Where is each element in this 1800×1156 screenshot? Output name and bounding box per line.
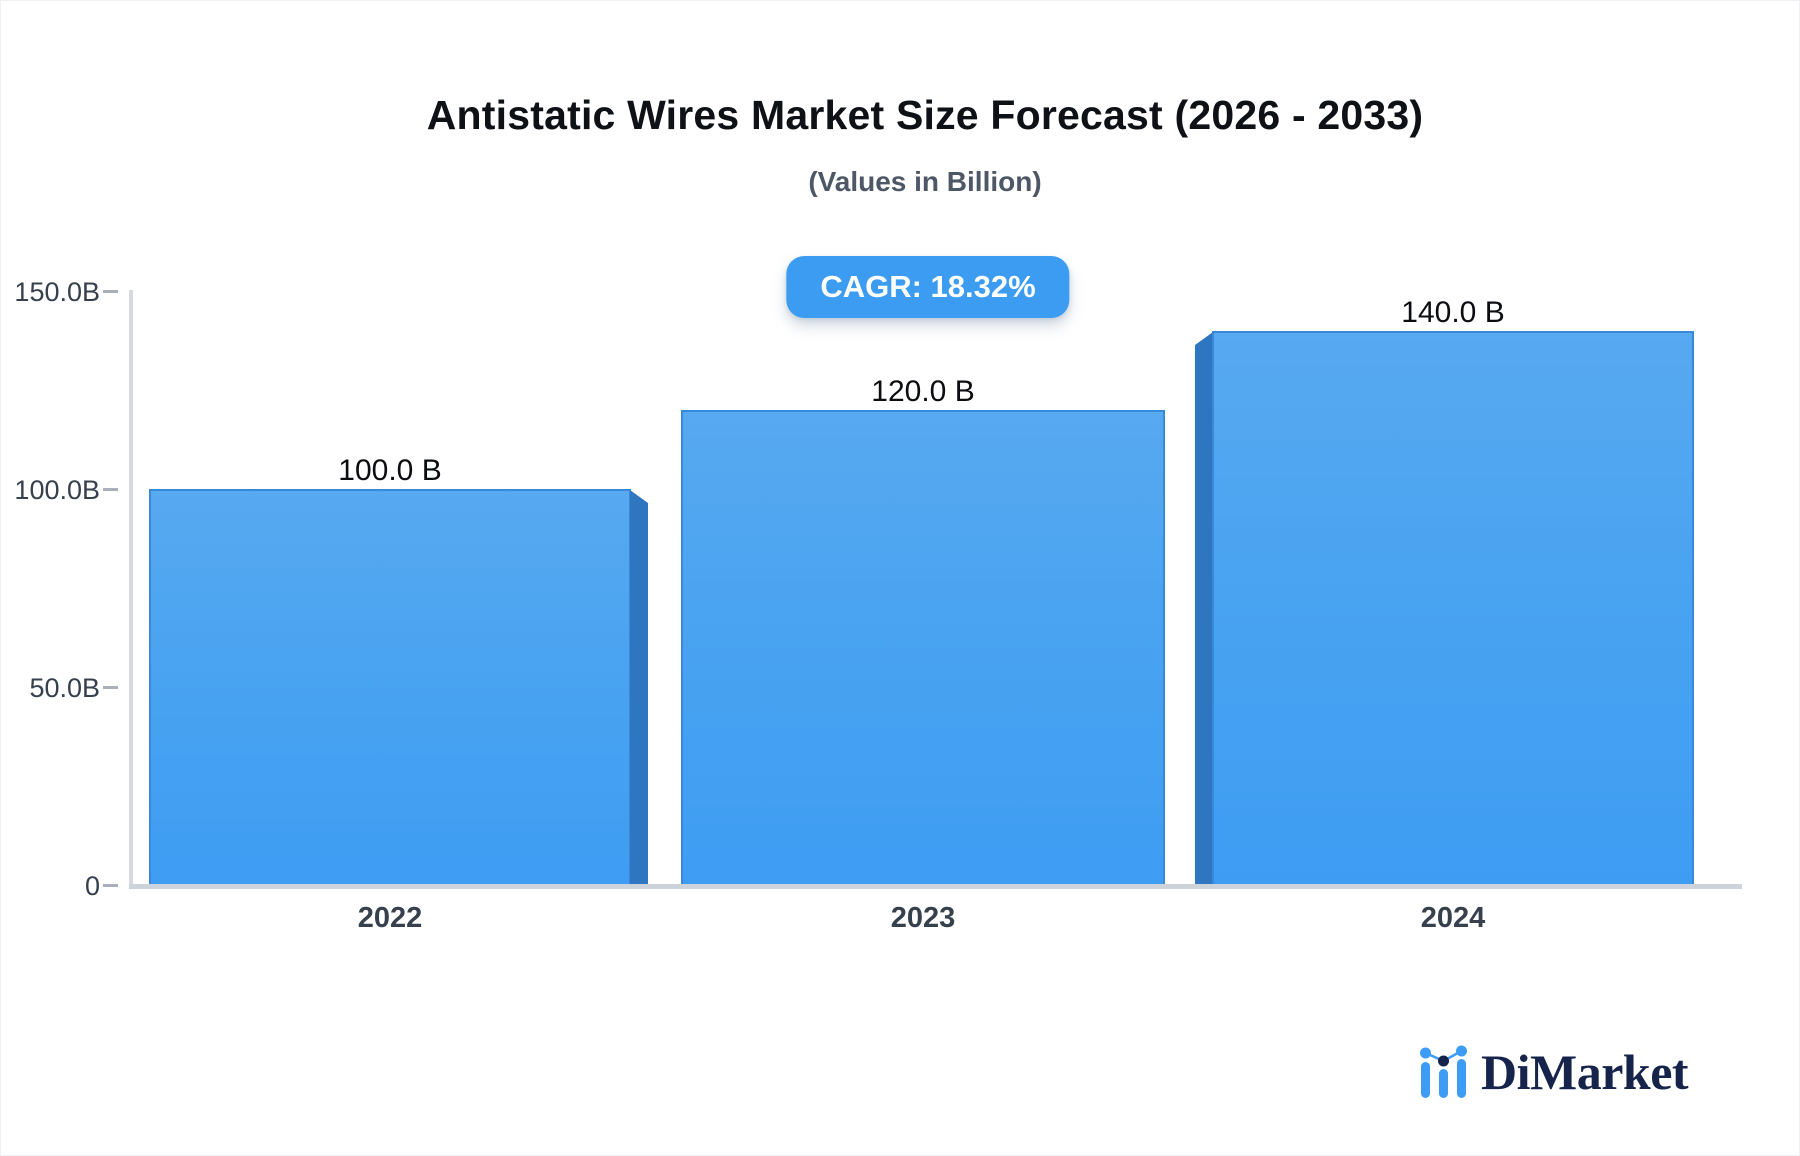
x-axis-line: [129, 884, 1742, 889]
page-title: Antistatic Wires Market Size Forecast (2…: [426, 92, 1424, 138]
bar-2024-side-bevel: [1195, 332, 1213, 886]
y-tick-mark: [103, 488, 118, 491]
bar-2023: [681, 410, 1165, 887]
y-tick-label: 0: [84, 871, 100, 901]
value-label-2024: 140.0 B: [1401, 296, 1505, 329]
y-axis-line: [129, 290, 133, 886]
brand-name: DiMarket: [1481, 1044, 1689, 1100]
bar-2024: [1212, 331, 1694, 887]
page-subtitle: (Values in Billion): [808, 166, 1042, 197]
value-label-2023: 120.0 B: [871, 375, 975, 408]
bar-2022-side-bevel: [630, 490, 648, 886]
x-axis-label-2023: 2023: [890, 902, 956, 934]
x-axis-label-2024: 2024: [1420, 902, 1486, 934]
y-tick-mark: [103, 884, 118, 887]
x-axis-label-2022: 2022: [357, 902, 423, 934]
y-tick-mark: [103, 290, 118, 293]
cagr-badge: CAGR: 18.32%: [786, 256, 1070, 318]
value-label-2022: 100.0 B: [338, 454, 442, 487]
bar-chart-logo-icon: [1420, 1045, 1467, 1098]
brand-logo: DiMarket: [1419, 1040, 1689, 1104]
y-tick-mark: [103, 686, 118, 689]
y-tick-label: 100.0B: [14, 475, 100, 505]
bar-2022: [149, 489, 631, 887]
y-tick-label: 50.0B: [29, 673, 100, 703]
y-tick-label: 150.0B: [14, 277, 100, 307]
